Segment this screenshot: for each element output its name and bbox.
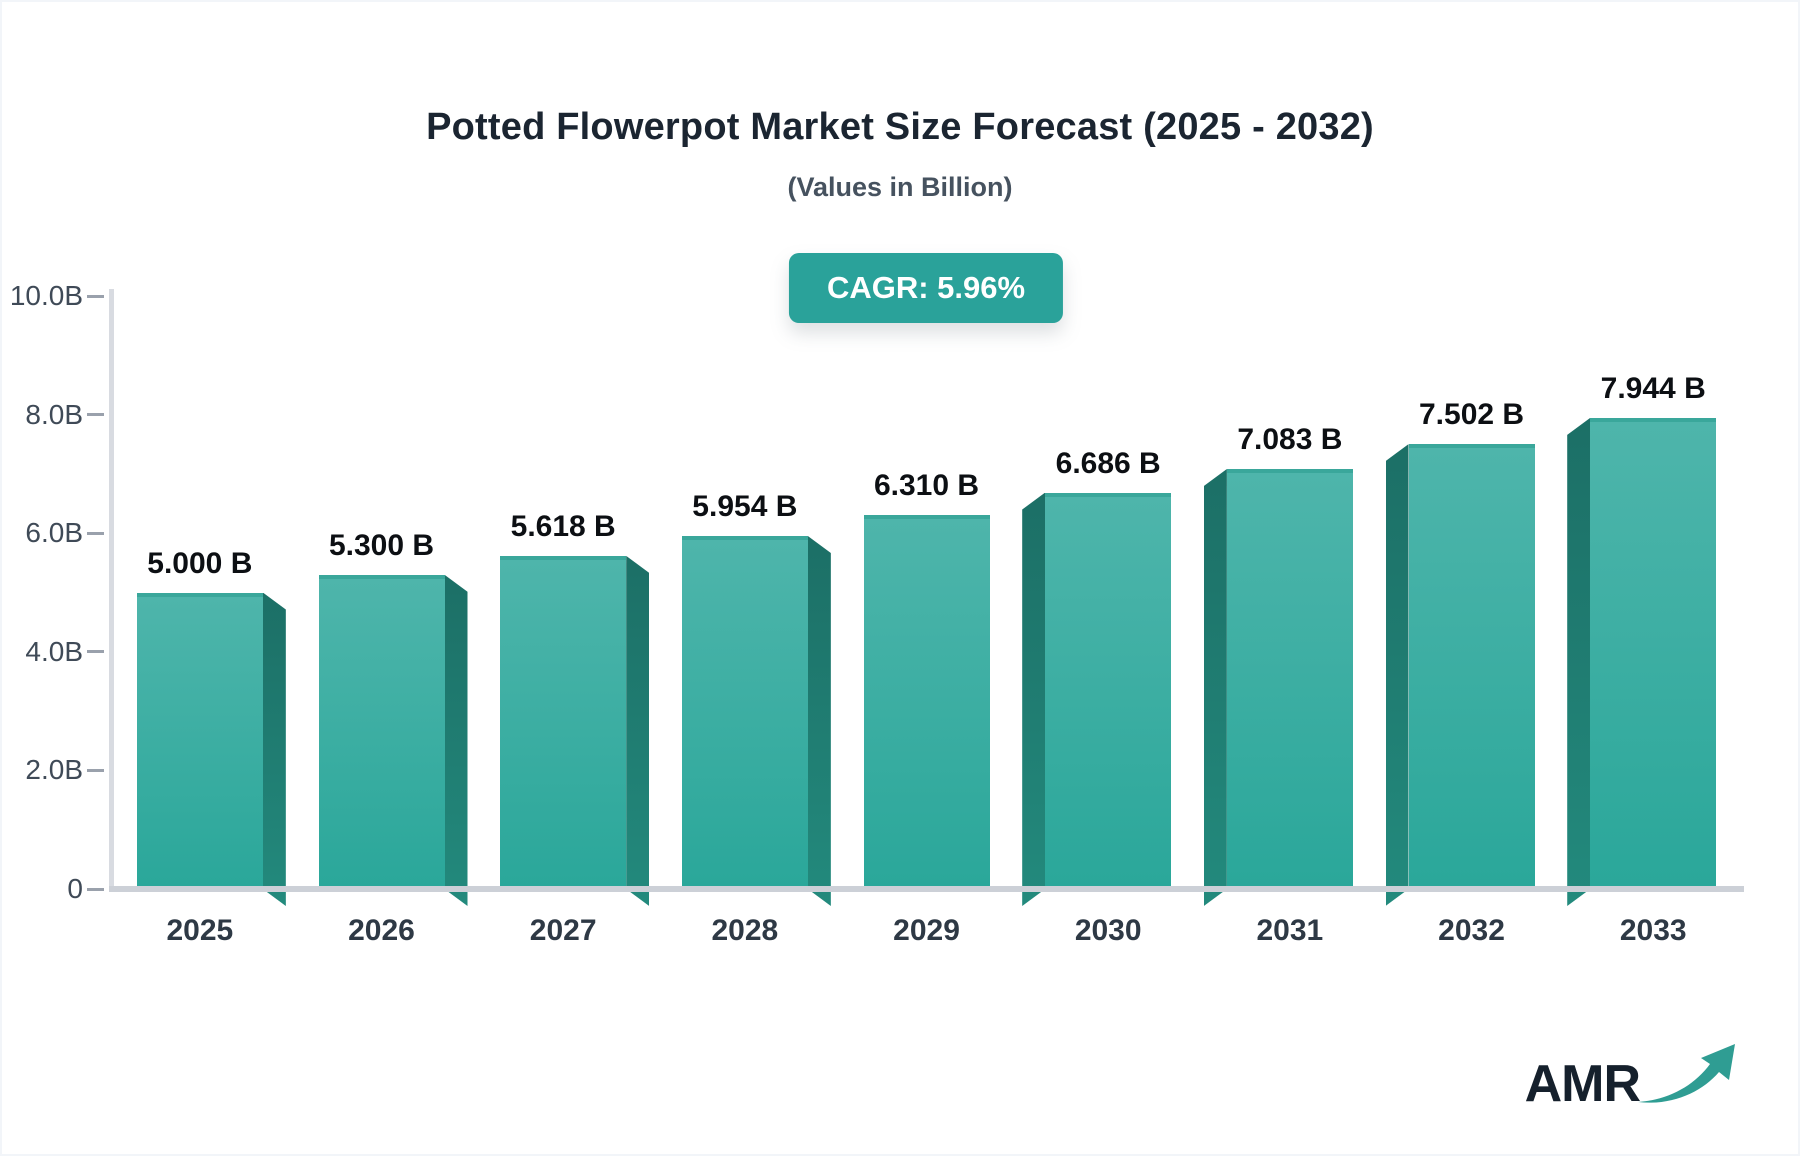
cagr-badge: CAGR: 5.96% [788,253,1064,323]
bar-side-2026 [445,575,468,906]
growth-arrow-icon [1638,1044,1735,1103]
bar-value-label-2025: 5.000 B [147,546,253,580]
x-axis-label-2029: 2029 [893,914,960,947]
x-axis-label-2033: 2033 [1619,914,1687,947]
chart-title: Potted Flowerpot Market Size Forecast (2… [426,106,1374,148]
x-axis-label-2031: 2031 [1256,914,1324,947]
bar-2033 [1590,417,1717,889]
bar-2030 [1045,492,1172,889]
bar-value-label-2032: 7.502 B [1418,398,1525,432]
bar-side-2025 [263,593,286,907]
bar-2027 [500,555,627,889]
amr-logo-text: AMR [1524,1055,1641,1113]
bar-value-label-2031: 7.083 B [1237,422,1343,456]
x-axis-labels: 2025 2026 2027 2028 2029 2030 2031 2032 2033 [109,914,1744,948]
bar-value-label-2028: 5.954 B [692,489,798,523]
y-axis-label: 8.0B [25,398,83,430]
bar-slot-2027: 5.618 B [472,296,654,889]
bar-side-2032 [1386,444,1409,906]
bars-row: 5.000 B 5.300 B 5.618 B 5.954 B 6.310 B 6.686… [109,296,1744,889]
plot-area: 0 2.0B 4.0B 6.0B 8.0B 10.0B 5.000 B 5.300 B 5.6… [10,282,1744,892]
y-tick-mark [87,413,104,417]
bar-side-2027 [626,556,649,906]
bar-slot-2031: 7.083 B [1199,296,1381,889]
y-axis-line [109,289,114,889]
y-axis-label: 10.0B [9,280,83,311]
x-axis-label-2030: 2030 [1074,914,1142,947]
bar-slot-2033: 7.944 B [1562,296,1744,889]
bar-2025 [136,592,263,889]
y-axis-label: 0 [67,873,83,904]
bar-slot-2032: 7.502 B [1381,296,1563,889]
bar-slot-2029: 6.310 B [836,296,1018,889]
bar-side-2031 [1204,469,1227,906]
bar-2032 [1408,444,1535,889]
x-axis-line [109,886,1744,892]
bar-value-label-2030: 6.686 B [1055,446,1161,480]
bar-slot-2026: 5.300 B [291,296,473,889]
bar-side-2028 [808,536,831,906]
bar-2029 [863,514,990,889]
x-axis-label-2026: 2026 [348,914,415,947]
bar-side-2033 [1567,418,1590,906]
x-axis-label-2032: 2032 [1438,914,1505,947]
bar-value-label-2033: 7.944 B [1600,371,1706,405]
y-axis-label: 4.0B [25,635,83,667]
bar-value-label-2027: 5.618 B [510,509,616,543]
bar-side-2030 [1022,493,1045,906]
y-tick-mark [87,768,104,772]
chart-subtitle: (Values in Billion) [787,172,1013,202]
bar-value-label-2029: 6.310 B [873,468,980,502]
x-axis-label-2025: 2025 [166,914,234,947]
bar-2026 [318,574,445,889]
y-tick-mark [87,531,104,535]
bar-slot-2028: 5.954 B [654,296,836,889]
bar-slot-2025: 5.000 B [109,296,291,889]
x-axis-label-2028: 2028 [711,914,779,947]
y-axis-label: 2.0B [25,754,83,786]
bar-2028 [681,535,808,889]
bar-value-label-2026: 5.300 B [328,528,435,562]
x-axis-label-2027: 2027 [529,914,597,947]
bar-slot-2030: 6.686 B [1017,296,1199,889]
bar-2031 [1226,468,1353,889]
y-tick-mark [87,294,104,298]
y-axis-label: 6.0B [25,517,83,549]
y-tick-mark [87,650,104,654]
amr-logo: AMR [1525,1042,1740,1110]
y-tick-mark [87,887,104,891]
